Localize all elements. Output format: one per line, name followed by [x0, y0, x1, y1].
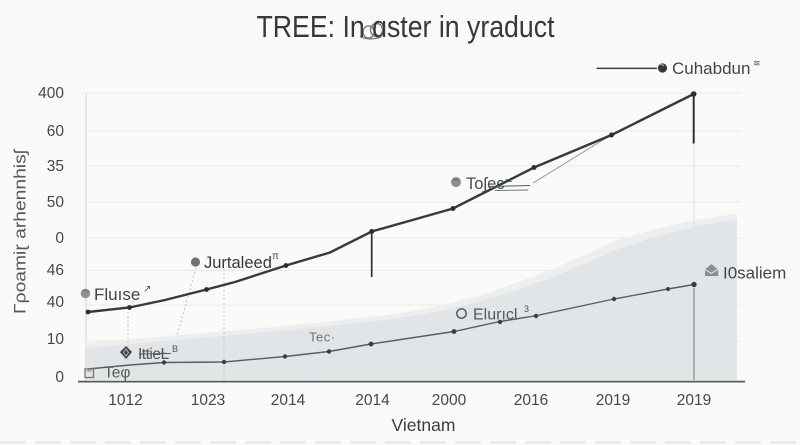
- svg-text:2016: 2016: [514, 392, 548, 409]
- svg-text:3: 3: [524, 304, 529, 314]
- svg-text:1023: 1023: [191, 392, 225, 409]
- svg-text:2019: 2019: [677, 392, 711, 409]
- svg-text:I0saliem: I0saliem: [723, 264, 786, 283]
- svg-text:50: 50: [47, 194, 65, 211]
- svg-text:Vietnam: Vietnam: [392, 415, 456, 435]
- svg-text:π: π: [272, 251, 279, 262]
- svg-text:Teφ: Teφ: [104, 365, 130, 382]
- svg-text:IttіeȽ: IttіeȽ: [138, 346, 169, 363]
- svg-text:≋: ≋: [753, 58, 761, 68]
- svg-text:0: 0: [55, 230, 64, 247]
- svg-text:TREE: In ɑster in yraduct: TREE: In ɑster in yraduct: [257, 9, 555, 44]
- svg-text:Fluıse: Fluıse: [94, 285, 140, 304]
- svg-text:40: 40: [47, 294, 65, 311]
- svg-text:35: 35: [47, 158, 64, 175]
- svg-text:2014: 2014: [355, 392, 390, 409]
- svg-text:B: B: [172, 344, 178, 354]
- svg-text:Jurtaleed: Jurtaleed: [204, 254, 272, 272]
- svg-text:Γρoamіɽ arhennhіsʃ: Γρoamіɽ arhennhіsʃ: [12, 148, 30, 314]
- svg-text:1012: 1012: [108, 392, 142, 409]
- svg-text:2014: 2014: [271, 392, 306, 409]
- svg-text:2019: 2019: [596, 392, 630, 409]
- svg-text:0: 0: [55, 369, 64, 386]
- svg-text:↗: ↗: [143, 284, 151, 295]
- svg-text:46: 46: [47, 262, 64, 279]
- svg-text:60: 60: [47, 123, 65, 140]
- svg-text:Cuhabdun: Cuhabdun: [672, 59, 750, 78]
- svg-text:Toʃec⁼: Toʃec⁼: [466, 175, 513, 193]
- svg-text:Elurıcl: Elurıcl: [473, 307, 517, 324]
- svg-text:2000: 2000: [432, 392, 467, 409]
- svg-text:10: 10: [47, 331, 65, 348]
- svg-text:400: 400: [38, 85, 64, 102]
- svg-text:Teс·: Teс·: [309, 330, 336, 345]
